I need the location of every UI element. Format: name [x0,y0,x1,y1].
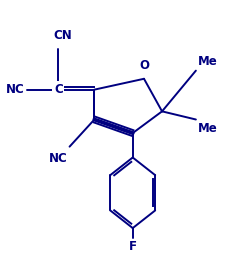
Text: NC: NC [6,83,24,96]
Text: Me: Me [198,55,218,68]
Text: O: O [139,59,149,72]
Text: CN: CN [53,29,72,42]
Text: F: F [129,240,137,253]
Text: NC: NC [49,152,67,165]
Text: C: C [54,83,63,96]
Text: Me: Me [198,122,218,135]
